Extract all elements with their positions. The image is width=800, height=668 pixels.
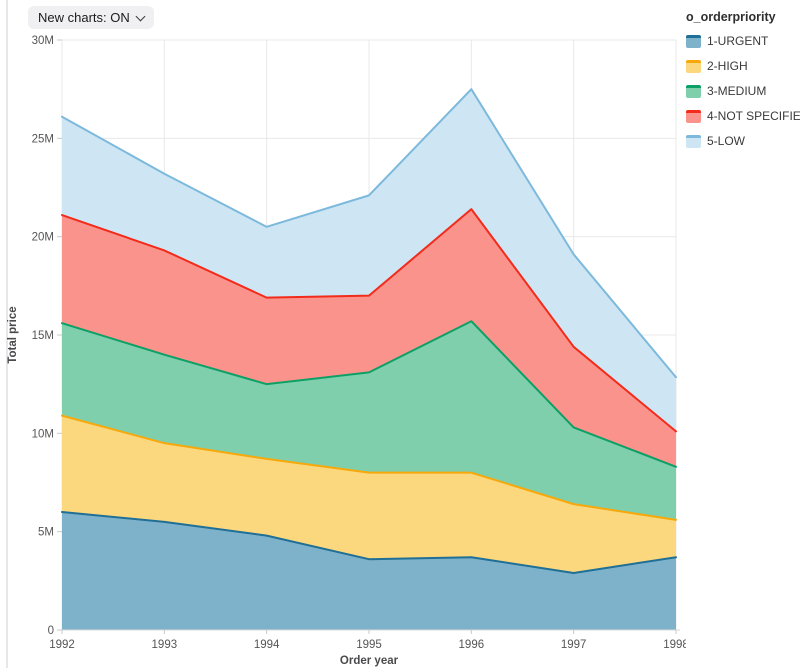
area-band-5-low[interactable] bbox=[62, 89, 676, 432]
x-tick-label: 1998 bbox=[663, 639, 686, 651]
y-tick-label: 25M bbox=[32, 133, 54, 145]
legend-swatch-icon bbox=[686, 109, 701, 123]
stacked-area-chart: 0 5M 10M 15M 20M 25M 30M 1992 1993 1994 1995 1996 19… bbox=[7, 35, 689, 667]
legend-item-label: 1-URGENT bbox=[707, 34, 769, 48]
area-line-1-urgent bbox=[61, 511, 677, 574]
x-tick-label: 1996 bbox=[459, 639, 485, 651]
legend-items: 1-URGENT 2-HIGH 3-MEDIUM 4-NOT SPECIFIED 5-L… bbox=[686, 34, 800, 148]
legend-item-3-medium[interactable]: 3-MEDIUM bbox=[686, 84, 798, 98]
area-band-4-not-specified[interactable] bbox=[62, 209, 676, 467]
legend-item-label: 2-HIGH bbox=[707, 59, 748, 73]
x-axis-title: Order year bbox=[340, 655, 399, 667]
y-tick-label: 0 bbox=[48, 625, 54, 637]
x-tick-label: 1994 bbox=[254, 639, 280, 651]
x-tick-label: 1993 bbox=[152, 639, 178, 651]
y-tick-label: 10M bbox=[32, 428, 54, 440]
area-line-4-not-specified bbox=[61, 208, 677, 433]
legend-item-label: 3-MEDIUM bbox=[707, 84, 767, 98]
legend-swatch-icon bbox=[686, 34, 701, 48]
new-charts-toggle[interactable]: New charts: ON bbox=[28, 6, 154, 29]
x-tick-label: 1995 bbox=[356, 639, 382, 651]
legend-item-5-low[interactable]: 5-LOW bbox=[686, 134, 798, 148]
area-band-2-high[interactable] bbox=[62, 415, 676, 573]
legend-item-label: 5-LOW bbox=[707, 134, 746, 148]
legend-swatch-icon bbox=[686, 59, 701, 73]
y-axis-title: Total price bbox=[7, 306, 19, 363]
y-tick-label: 30M bbox=[32, 35, 54, 47]
area-line-5-low bbox=[61, 88, 677, 379]
legend-item-1-urgent[interactable]: 1-URGENT bbox=[686, 34, 798, 48]
x-tick-label: 1992 bbox=[49, 639, 75, 651]
area-band-1-urgent[interactable] bbox=[62, 512, 676, 630]
legend-swatch-icon bbox=[686, 84, 701, 98]
chart-canvas: 0 5M 10M 15M 20M 25M 30M 1992 1993 1994 1995 1996 19… bbox=[7, 35, 689, 667]
area-band-3-medium[interactable] bbox=[62, 321, 676, 520]
y-tick-label: 15M bbox=[32, 330, 54, 342]
legend-item-label: 4-NOT SPECIFIED bbox=[707, 109, 800, 123]
legend: o_orderpriority 1-URGENT 2-HIGH 3-MEDIUM 4-… bbox=[686, 8, 800, 159]
legend-item-4-not-specified[interactable]: 4-NOT SPECIFIED bbox=[686, 109, 800, 123]
legend-title: o_orderpriority bbox=[686, 10, 776, 24]
y-tick-label: 20M bbox=[32, 232, 54, 244]
panel-left-border bbox=[6, 0, 8, 668]
legend-item-2-high[interactable]: 2-HIGH bbox=[686, 59, 798, 73]
area-line-2-high bbox=[61, 414, 677, 521]
x-tick-label: 1997 bbox=[561, 639, 587, 651]
new-charts-toggle-label: New charts: ON bbox=[38, 10, 130, 25]
y-tick-label: 5M bbox=[38, 527, 54, 539]
area-line-3-medium bbox=[61, 320, 677, 468]
legend-swatch-icon bbox=[686, 134, 701, 148]
